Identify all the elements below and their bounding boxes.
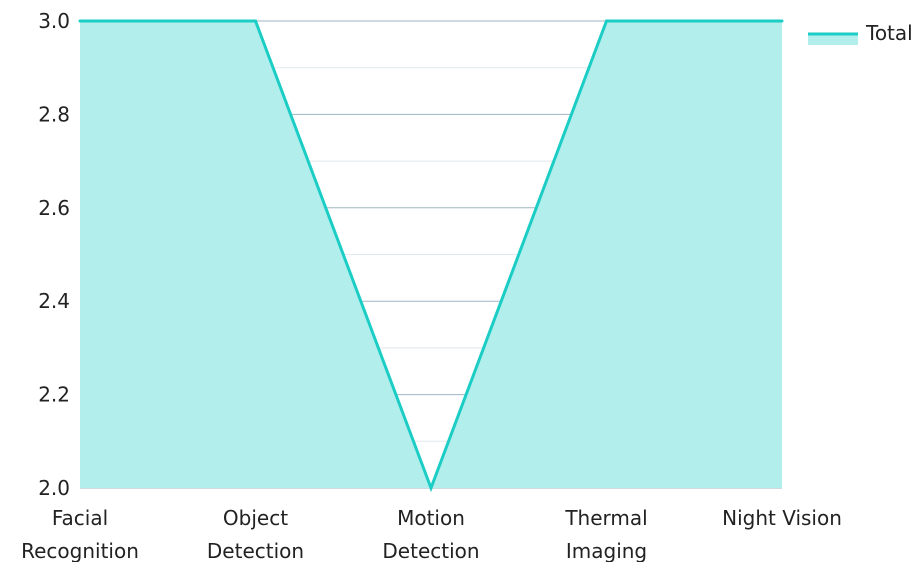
x-category-label: Motion Detection (382, 506, 479, 562)
y-tick-label: 2.2 (38, 383, 70, 407)
data-point (78, 19, 82, 23)
data-point (780, 19, 784, 23)
axes: 2.0 2.2 2.4 2.6 2.8 3.0 Facial Recognition Objec… (21, 9, 842, 562)
data-point (605, 19, 608, 23)
y-tick-label: 2.0 (38, 476, 70, 500)
y-tick-label: 2.4 (38, 289, 70, 313)
y-tick-label: 2.6 (38, 196, 70, 220)
x-category-label: Thermal Imaging (564, 506, 647, 562)
x-category-label: Night Vision (722, 506, 842, 530)
data-point (254, 19, 257, 23)
area-series (78, 19, 784, 493)
x-category-label: Object Detection (207, 506, 304, 562)
y-tick-label: 2.8 (38, 102, 70, 126)
series-area-fill (80, 21, 782, 488)
y-tick-label: 3.0 (38, 9, 70, 33)
legend-swatch-fill (808, 34, 858, 45)
legend: Total (808, 21, 913, 45)
data-point (429, 486, 433, 490)
legend-label: Total (865, 21, 913, 45)
x-category-label: Facial Recognition (21, 506, 139, 562)
